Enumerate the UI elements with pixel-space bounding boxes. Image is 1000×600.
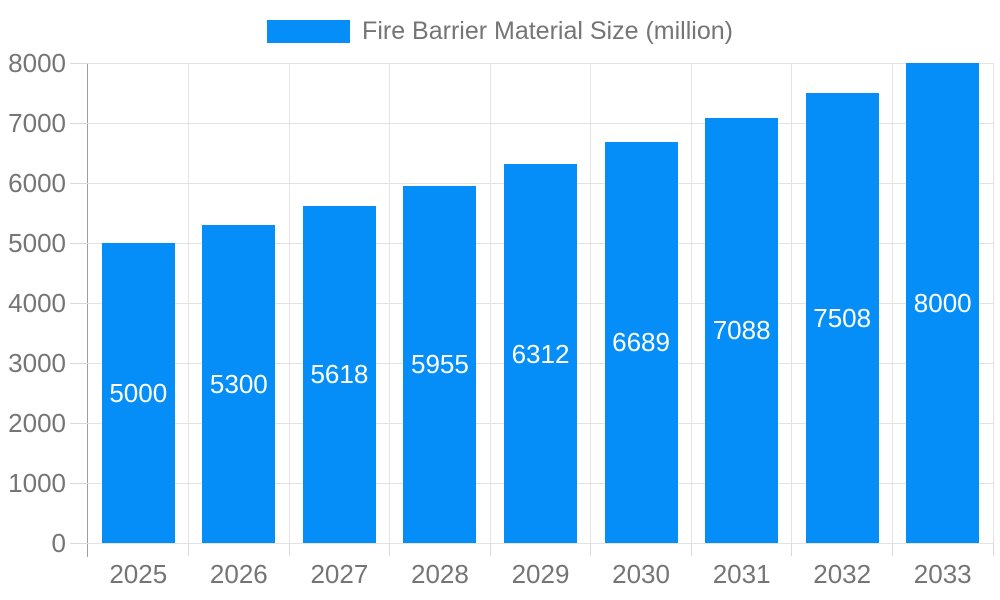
x-axis-tick [791,543,793,556]
x-axis-tick-label: 2030 [612,559,670,589]
gridline-v [590,63,592,543]
bar-value-label: 6689 [612,327,670,358]
bar-value-label: 7088 [712,315,771,346]
legend-label: Fire Barrier Material Size (million) [362,17,733,45]
gridline-v [791,63,793,543]
y-axis-tick-label: 5000 [8,228,66,258]
y-axis-tick [70,362,88,364]
y-axis-tick-label: 0 [51,528,66,558]
x-axis-tick [188,543,190,556]
x-axis-tick [891,543,893,556]
bar-value-label: 5618 [310,359,369,390]
x-axis-tick-label: 2031 [712,559,771,589]
y-axis-tick-label: 1000 [8,468,66,498]
bar-2030[interactable]: 6689 [604,141,678,543]
gridline-h [88,62,993,64]
x-axis-tick-label: 2032 [813,559,872,589]
y-axis-tick-label: 2000 [8,408,66,438]
bar-value-label: 7508 [813,302,872,333]
gridline-h [88,122,993,124]
gridline-v [690,63,692,543]
bar-2031[interactable]: 7088 [705,117,779,543]
x-axis-tick-label: 2033 [913,559,972,589]
x-axis-tick-label: 2025 [109,559,168,589]
bar-2027[interactable]: 5618 [302,205,376,543]
y-axis-tick [70,482,88,484]
x-axis-tick [288,543,290,556]
plot-area: 5000 5300 5618 5955 6312 6689 7088 7508 8000 [88,62,994,544]
y-axis-tick [70,422,88,424]
x-axis-tick [389,543,391,556]
x-axis-tick-label: 2029 [511,559,570,589]
bar-value-label: 5300 [209,369,268,399]
legend-swatch-icon [267,20,351,43]
x-axis-tick-label: 2026 [209,559,268,589]
y-axis-tick [70,542,88,544]
gridline-v [288,63,290,543]
bar-2029[interactable]: 6312 [504,164,577,543]
y-axis-tick [70,242,88,244]
y-axis-tick-label: 6000 [8,168,66,198]
x-axis-tick-label: 2028 [411,559,469,589]
gridline-h [88,542,993,544]
gridline-v [389,63,391,543]
bar-value-label: 5955 [411,349,469,380]
y-axis-tick-label: 7000 [8,108,66,138]
bar-value-label: 8000 [913,288,972,318]
x-axis-tick [489,543,491,556]
y-axis-tick [70,122,88,124]
gridline-v [489,63,491,543]
bar-value-label: 6312 [511,338,570,369]
y-axis-tick [70,62,88,64]
bar-2025[interactable]: 5000 [101,243,175,543]
bar-2026[interactable]: 5300 [202,225,276,543]
x-axis-tick [992,543,994,556]
x-axis-tick-label: 2027 [310,559,369,589]
bar-2033[interactable]: 8000 [906,63,980,543]
y-axis-tick [70,182,88,184]
y-axis-tick-label: 4000 [8,288,66,318]
y-axis-line [87,63,88,557]
bar-2028[interactable]: 5955 [403,185,477,543]
gridline-v [188,63,190,543]
bar-value-label: 5000 [109,378,168,408]
y-axis-tick-label: 3000 [8,348,66,378]
chart-legend[interactable]: Fire Barrier Material Size (million) [0,17,1000,46]
y-axis-tick-label: 8000 [8,48,66,78]
y-axis-tick [70,302,88,304]
x-axis-tick [690,543,692,556]
gridline-v [891,63,893,543]
gridline-v [992,63,994,543]
x-axis-tick [590,543,592,556]
bar-2032[interactable]: 7508 [805,92,879,543]
